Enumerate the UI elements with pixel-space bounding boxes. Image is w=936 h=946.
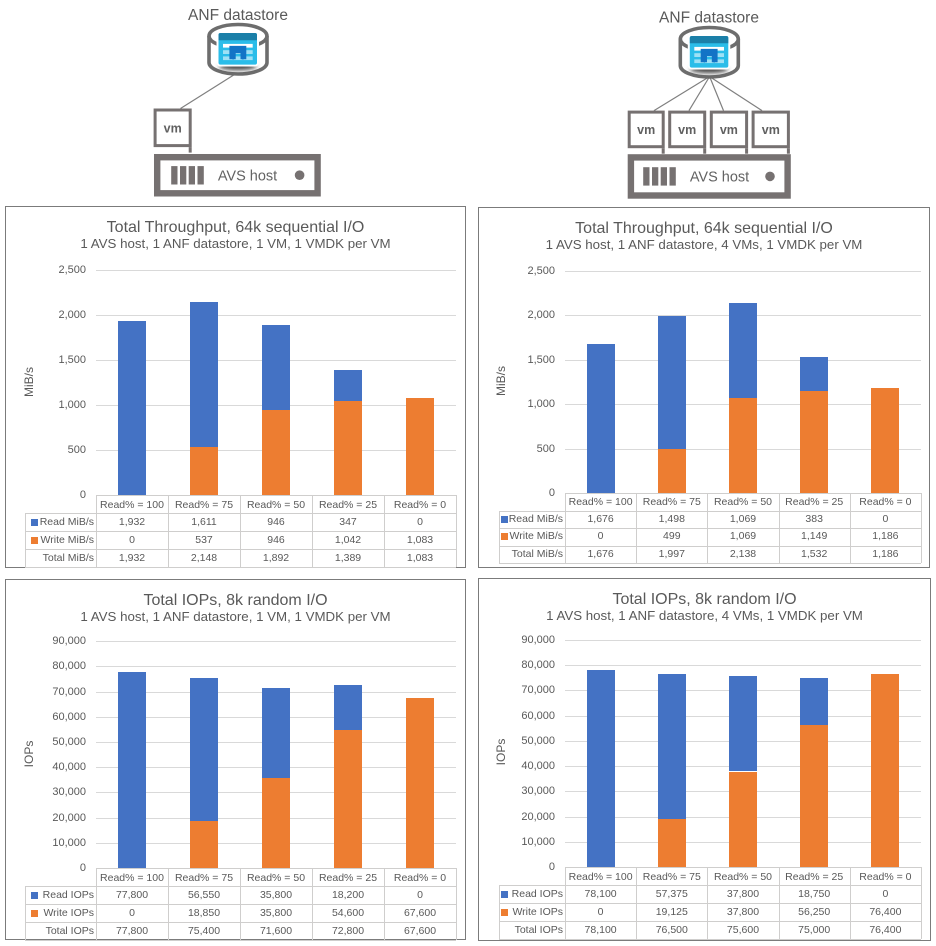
svg-text:vm: vm — [720, 123, 738, 137]
svg-text:vm: vm — [678, 123, 696, 137]
svg-text:vm: vm — [164, 121, 182, 135]
svg-text:vm: vm — [762, 123, 780, 137]
svg-text:ANF datastore: ANF datastore — [188, 7, 288, 24]
svg-text:AVS host: AVS host — [690, 170, 749, 186]
svg-text:vm: vm — [637, 123, 655, 137]
svg-text:ANF datastore: ANF datastore — [659, 10, 759, 27]
svg-text:AVS host: AVS host — [218, 168, 277, 184]
